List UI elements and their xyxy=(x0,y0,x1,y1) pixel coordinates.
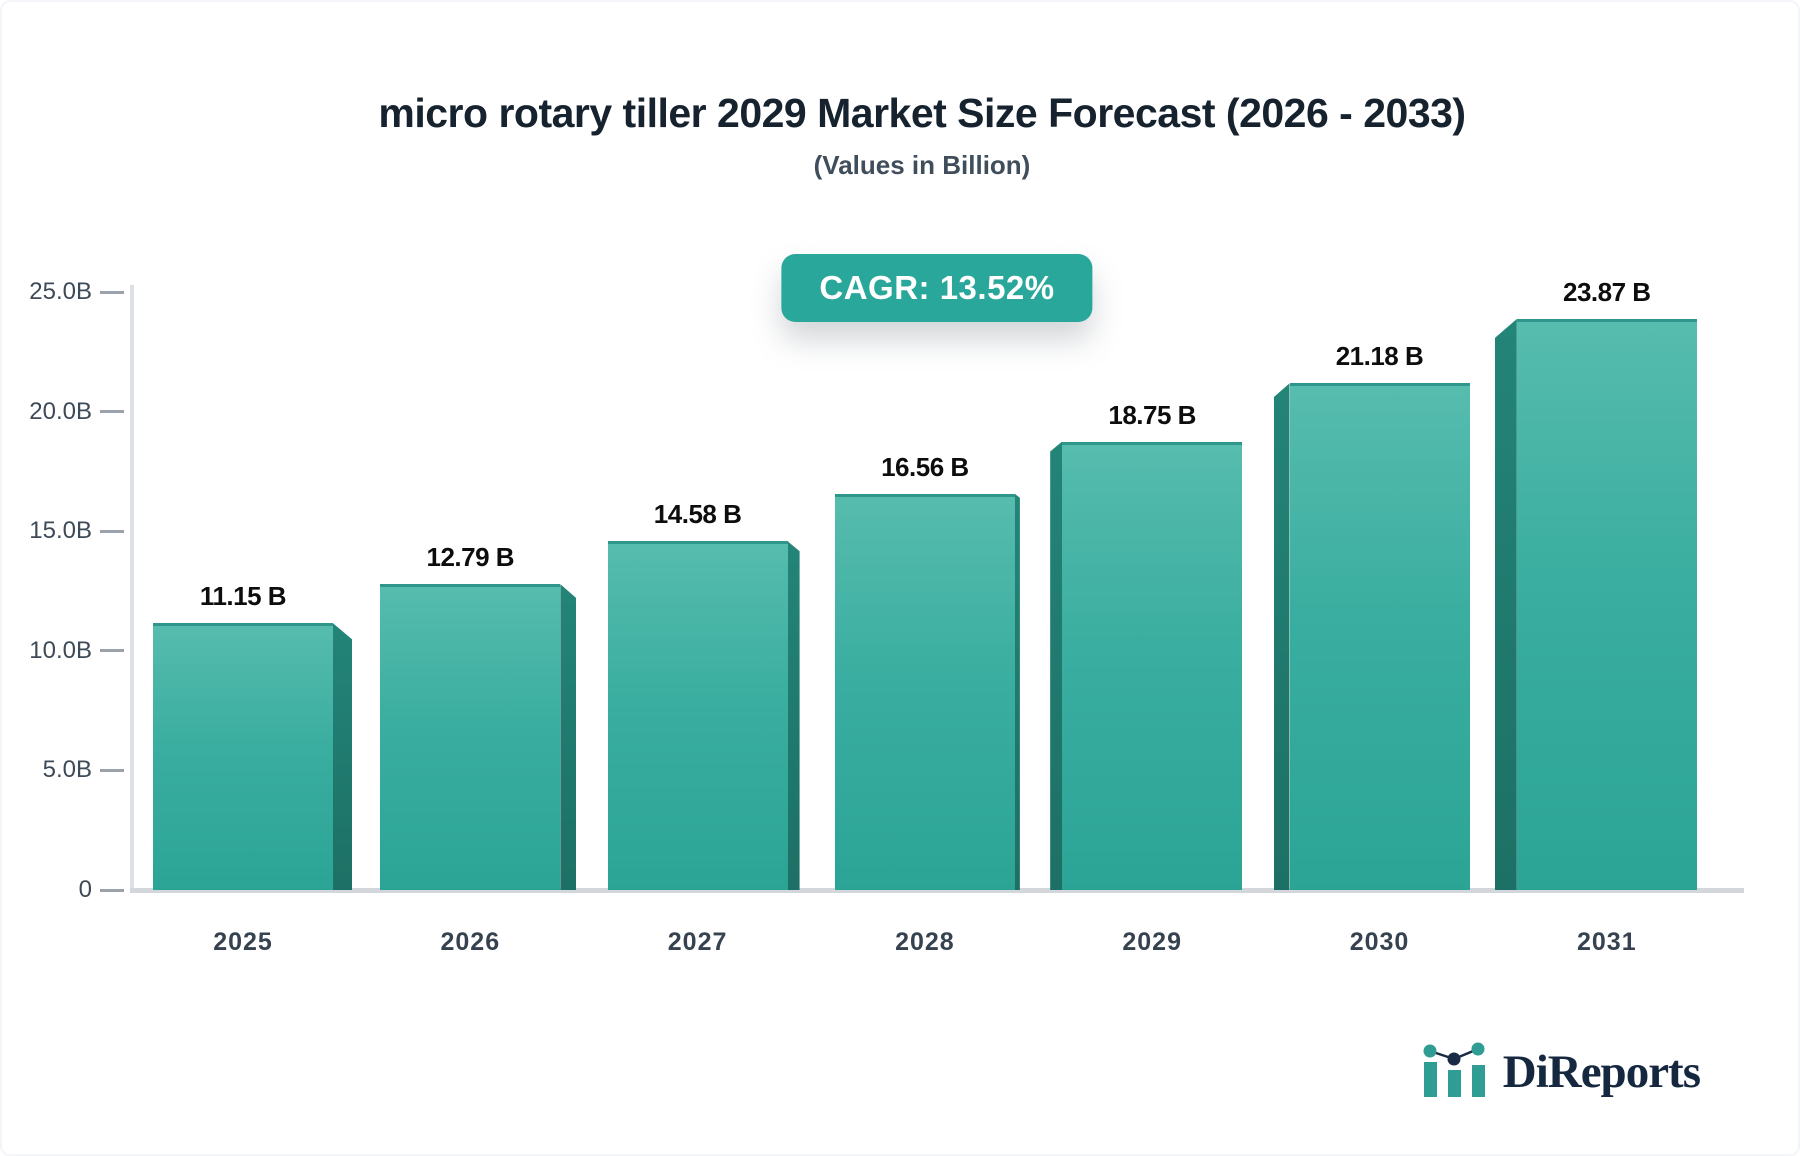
logo-text: DiReports xyxy=(1502,1045,1701,1098)
bar-side-face xyxy=(333,623,352,890)
y-tick-mark xyxy=(100,529,124,533)
bar-side-face xyxy=(1014,493,1020,890)
bar-value-label: 23.87 B xyxy=(1563,277,1651,308)
y-tick-mark xyxy=(100,768,124,772)
y-tick-label: 5.0B xyxy=(42,756,92,784)
y-axis-line xyxy=(130,285,134,892)
y-tick-mark xyxy=(100,410,124,414)
bar-side-face xyxy=(1273,383,1290,890)
x-tick-label-2029: 2029 xyxy=(1122,928,1182,956)
y-tick-mark xyxy=(100,649,124,653)
x-tick-label-2027: 2027 xyxy=(667,928,728,956)
bar-value-label: 14.58 B xyxy=(653,499,742,530)
bar-chart-logo-icon xyxy=(1421,1037,1493,1106)
bar-value-label: 18.75 B xyxy=(1108,399,1196,430)
x-tick-label-2026: 2026 xyxy=(440,928,501,956)
logo: DiReports xyxy=(1421,1037,1701,1106)
y-tick-label: 25.0B xyxy=(29,278,92,305)
bar-side-face xyxy=(560,584,577,890)
x-tick-label-2030: 2030 xyxy=(1349,928,1410,956)
x-tick-label-2028: 2028 xyxy=(895,928,955,956)
chart-title: micro rotary tiller 2029 Market Size For… xyxy=(378,90,1466,136)
bar-side-face xyxy=(787,541,800,890)
bar-value-label: 11.15 B xyxy=(199,581,287,612)
y-tick-label: 0 xyxy=(78,876,92,903)
bar-value-label: 21.18 B xyxy=(1335,341,1424,372)
y-tick-label: 20.0B xyxy=(29,397,92,425)
y-tick-label: 15.0B xyxy=(29,517,92,545)
y-tick-label: 10.0B xyxy=(29,636,92,664)
x-axis-line xyxy=(130,888,1744,893)
chart-subtitle: (Values in Billion) xyxy=(813,150,1031,180)
x-tick-label-2031: 2031 xyxy=(1576,928,1637,956)
x-tick-label-2025: 2025 xyxy=(213,928,273,956)
bar-front-face xyxy=(1062,441,1243,890)
bar-front-face xyxy=(380,584,561,890)
bar-value-label: 12.79 B xyxy=(426,542,515,573)
bar-front-face xyxy=(1516,319,1697,890)
bar-front-face xyxy=(1289,383,1470,890)
cagr-badge: CAGR: 13.52% xyxy=(781,254,1093,322)
bar-side-face xyxy=(1494,319,1517,890)
y-tick-mark xyxy=(100,290,124,294)
bar-front-face xyxy=(607,541,788,890)
bar-value-label: 16.56 B xyxy=(881,451,969,482)
bar-front-face xyxy=(834,493,1015,890)
bar-front-face xyxy=(153,623,333,890)
bar-side-face xyxy=(1050,441,1063,890)
y-tick-mark xyxy=(100,888,124,892)
